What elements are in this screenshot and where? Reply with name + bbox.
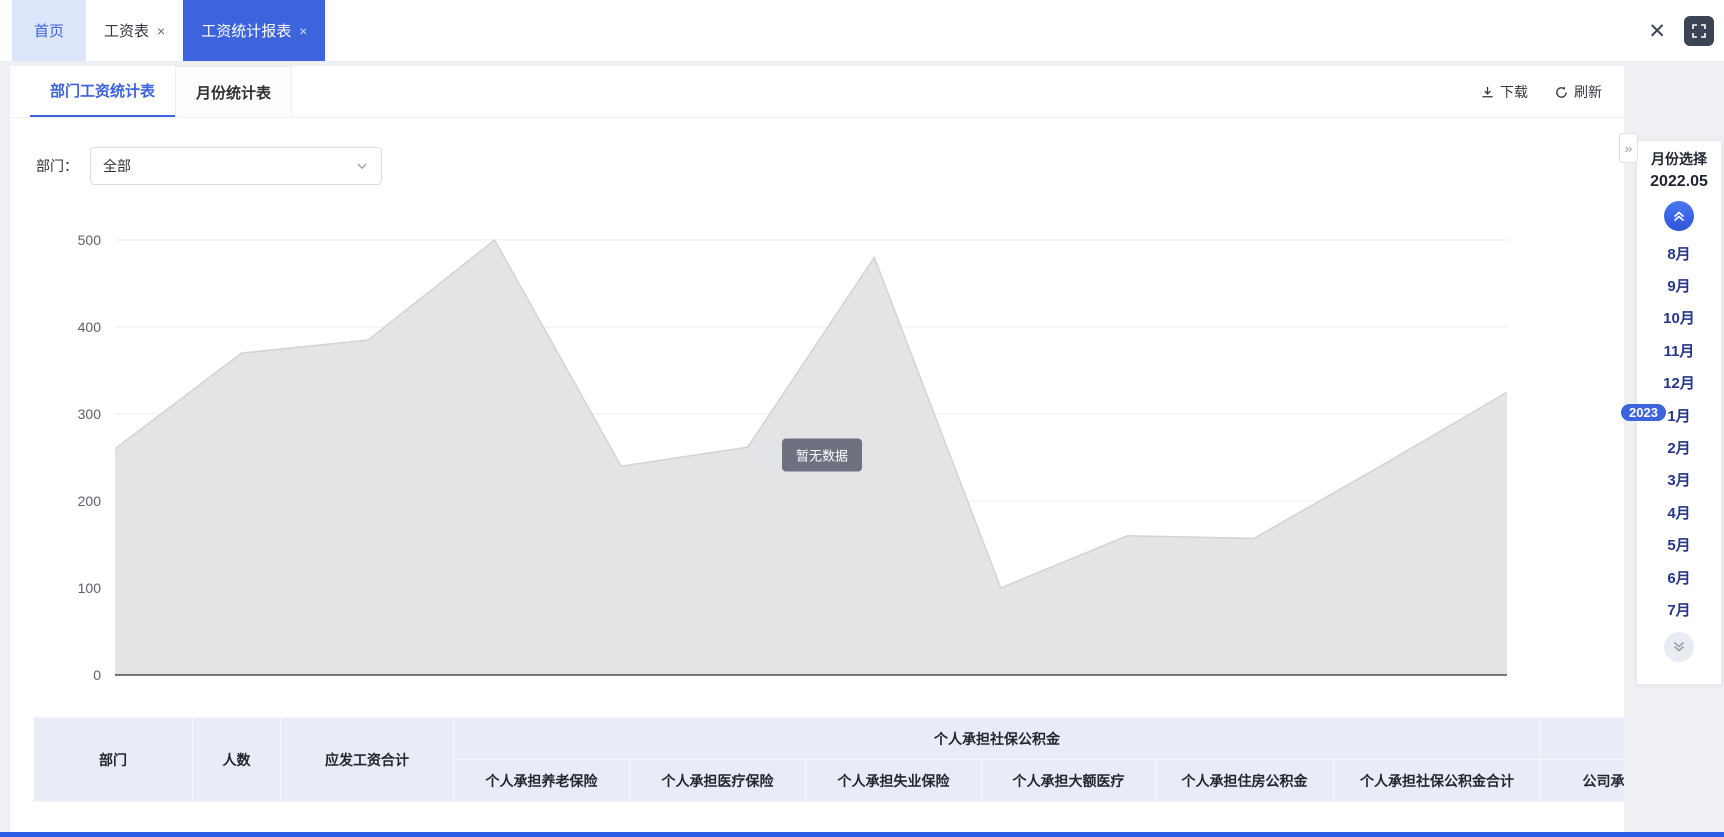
- header-major-medical: 个人承担大额医疗: [981, 759, 1156, 802]
- refresh-button[interactable]: 刷新: [1554, 82, 1602, 102]
- month-selector-panel: » 月份选择 2022.05 8月 9月 10月 11月 12月 1月 2月 3…: [1619, 133, 1722, 685]
- scroll-down-button[interactable]: [1664, 631, 1694, 662]
- month-item[interactable]: 9月: [1667, 278, 1691, 296]
- header-company: 公司承担: [1540, 759, 1624, 802]
- svg-text:100: 100: [78, 580, 102, 596]
- month-item[interactable]: 10月: [1663, 310, 1695, 328]
- month-item[interactable]: 12月: [1663, 375, 1695, 393]
- table-row: [33, 801, 1624, 836]
- salary-table-wrap: 部门 人数 应发工资合计 个人承担社保公积金 个人承担养老保险 个人承担医疗保险…: [33, 717, 1624, 836]
- month-list: 8月 9月 10月 11月 12月 1月 2月 3月 4月 5月 6月 7月: [1637, 237, 1721, 626]
- scroll-up-button[interactable]: [1664, 201, 1694, 231]
- svg-text:0: 0: [93, 667, 101, 683]
- month-item[interactable]: 4月: [1667, 504, 1691, 522]
- header-medical: 个人承担医疗保险: [629, 759, 806, 802]
- salary-area-chart: 0 100 200 300 400 500 暂无数据: [30, 225, 1520, 703]
- svg-text:500: 500: [78, 232, 102, 248]
- report-subtabs: 部门工资统计表 月份统计表 下载 刷新: [10, 66, 1624, 118]
- department-select[interactable]: 全部: [90, 147, 382, 185]
- fullscreen-icon[interactable]: [1684, 16, 1714, 46]
- header-count: 人数: [192, 717, 281, 802]
- download-label: 下载: [1500, 84, 1528, 100]
- header-housing-fund: 个人承担住房公积金: [1155, 759, 1334, 802]
- subtab-dept-salary-label: 部门工资统计表: [50, 83, 156, 100]
- month-item[interactable]: 3月: [1667, 472, 1691, 490]
- svg-text:200: 200: [78, 493, 102, 509]
- bottom-accent-bar: [0, 832, 1724, 837]
- download-button[interactable]: 下载: [1480, 82, 1528, 102]
- salary-area-chart-svg: 0 100 200 300 400 500: [78, 232, 1508, 683]
- month-item[interactable]: 8月: [1667, 245, 1691, 263]
- department-filter: 部门： 全部: [36, 146, 382, 186]
- header-dept: 部门: [33, 717, 193, 802]
- double-chevron-down-icon: [1673, 641, 1685, 652]
- table-header-group-row: 部门 人数 应发工资合计 个人承担社保公积金: [33, 717, 1624, 802]
- table-header-sub-row: 个人承担养老保险 个人承担医疗保险 个人承担失业保险 个人承担大额医疗 个人承担…: [34, 759, 1624, 802]
- salary-table: 部门 人数 应发工资合计 个人承担社保公积金 个人承担养老保险 个人承担医疗保险…: [33, 717, 1624, 836]
- subtab-month-stats[interactable]: 月份统计表: [175, 66, 293, 117]
- download-icon: [1482, 86, 1493, 97]
- main-panel: 部门工资统计表 月份统计表 下载 刷新 部门： 全部: [10, 66, 1624, 837]
- header-gross-total: 应发工资合计: [280, 717, 454, 802]
- month-item[interactable]: 6月: [1667, 569, 1691, 587]
- close-icon[interactable]: ✕: [1648, 19, 1666, 43]
- chevron-down-icon: [357, 163, 367, 170]
- header-pension: 个人承担养老保险: [453, 759, 630, 802]
- month-item[interactable]: 1月: [1667, 407, 1691, 425]
- double-chevron-up-icon: [1673, 211, 1685, 222]
- current-month-value: 2022.05: [1650, 173, 1708, 190]
- tab-home-label: 首页: [34, 23, 65, 40]
- tab-close-icon[interactable]: ×: [299, 22, 308, 39]
- month-item[interactable]: 2月: [1667, 440, 1691, 458]
- tab-salary-report-label: 工资统计报表: [201, 23, 292, 40]
- month-item[interactable]: 11月: [1663, 342, 1695, 360]
- header-personal-total: 个人承担社保公积金合计: [1333, 759, 1541, 802]
- tab-close-icon[interactable]: ×: [157, 22, 166, 39]
- chart-toolbar: 下载 刷新: [1480, 66, 1602, 118]
- subtab-dept-salary[interactable]: 部门工资统计表: [30, 66, 176, 117]
- refresh-label: 刷新: [1574, 84, 1602, 100]
- department-filter-label: 部门：: [36, 158, 78, 174]
- department-select-value: 全部: [103, 158, 131, 174]
- empty-data-badge: 暂无数据: [781, 438, 863, 472]
- svg-text:400: 400: [78, 319, 102, 335]
- refresh-icon: [1556, 85, 1567, 98]
- tab-salary-report[interactable]: 工资统计报表 ×: [183, 0, 326, 61]
- year-badge[interactable]: 2023: [1621, 404, 1666, 421]
- tab-salary-sheet[interactable]: 工资表 ×: [86, 0, 184, 61]
- subtab-month-stats-label: 月份统计表: [196, 84, 272, 102]
- month-item[interactable]: 7月: [1667, 601, 1691, 619]
- month-panel-title: 月份选择: [1651, 151, 1707, 167]
- header-unemployment: 个人承担失业保险: [805, 759, 982, 802]
- tab-home[interactable]: 首页: [12, 0, 87, 61]
- window-tab-bar: 首页 工资表 × 工资统计报表 × ✕: [0, 0, 1724, 62]
- collapse-panel-icon[interactable]: »: [1619, 133, 1638, 163]
- fullscreen-glyph: [1692, 24, 1706, 38]
- header-group-personal: 个人承担社保公积金: [453, 717, 1541, 760]
- svg-text:300: 300: [78, 406, 102, 422]
- window-controls: ✕: [1648, 0, 1724, 62]
- month-item[interactable]: 5月: [1667, 537, 1691, 555]
- tab-salary-sheet-label: 工资表: [104, 23, 150, 40]
- header-group-company: [1540, 717, 1624, 760]
